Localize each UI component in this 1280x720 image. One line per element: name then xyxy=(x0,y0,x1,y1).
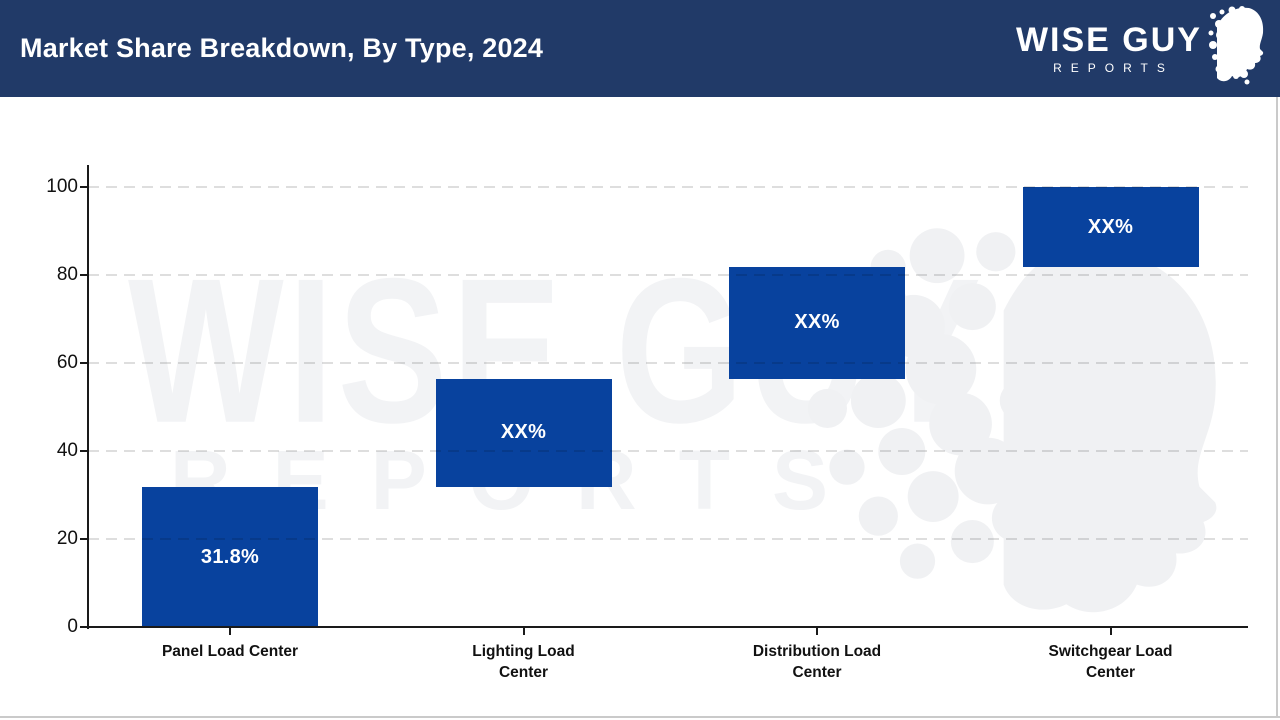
x-tick-label-line: Center xyxy=(792,664,842,681)
frame-line-right xyxy=(1276,97,1278,718)
waterfall-bar: 31.8% xyxy=(142,487,318,627)
y-tick-mark xyxy=(80,450,88,452)
waterfall-bar: XX% xyxy=(435,378,612,488)
x-tick-label: Lighting Load Center xyxy=(414,641,634,683)
bar-value-label: XX% xyxy=(500,421,547,444)
frame-line-bottom xyxy=(0,716,1280,718)
y-tick-label: 40 xyxy=(56,440,78,461)
wiseguy-face-icon xyxy=(1204,6,1266,91)
x-tick-mark xyxy=(816,628,818,635)
x-tick-label-line: Distribution Load xyxy=(752,643,882,660)
y-tick-mark xyxy=(80,626,88,628)
x-tick-label-line: Lighting Load xyxy=(472,643,575,660)
x-tick-label-line: Panel Load Center xyxy=(161,643,299,660)
x-axis-spine xyxy=(87,626,1248,628)
x-tick-label-line: Center xyxy=(1085,664,1136,681)
y-tick-label: 0 xyxy=(67,616,78,637)
y-tick-mark xyxy=(80,538,88,540)
x-tick-label-line: Center xyxy=(498,664,549,681)
x-tick-label: Panel Load Center xyxy=(120,641,340,662)
bar-value-label: XX% xyxy=(1087,215,1134,238)
wiseguy-logo-line2: REPORTS xyxy=(1053,60,1174,75)
x-tick-mark xyxy=(522,628,525,635)
wiseguy-logo-text: WISE GUY REPORTS xyxy=(1016,23,1202,75)
x-tick-mark xyxy=(229,628,231,635)
y-tick-label: 100 xyxy=(46,176,78,197)
x-tick-mark xyxy=(1109,628,1112,635)
y-axis-spine xyxy=(87,165,89,629)
header-band: Market Share Breakdown, By Type, 2024 WI… xyxy=(0,0,1280,97)
y-tick-mark xyxy=(80,186,88,188)
x-tick-label-line: Switchgear Load xyxy=(1048,643,1173,660)
y-tick-label: 20 xyxy=(56,528,78,549)
bar-value-label: XX% xyxy=(794,311,840,334)
y-tick-mark xyxy=(80,362,88,364)
wiseguy-logo: WISE GUY REPORTS xyxy=(1016,6,1266,91)
y-tick-label: 60 xyxy=(56,352,78,373)
x-tick-label: Distribution Load Center xyxy=(707,641,927,683)
x-tick-label: Switchgear Load Center xyxy=(1001,641,1221,683)
waterfall-bar: XX% xyxy=(729,267,905,379)
y-tick-label: 80 xyxy=(56,264,78,285)
bar-value-label: 31.8% xyxy=(200,545,260,568)
wiseguy-logo-line1: WISE GUY xyxy=(1015,20,1202,59)
y-tick-mark xyxy=(80,274,88,276)
page-title: Market Share Breakdown, By Type, 2024 xyxy=(20,33,544,63)
